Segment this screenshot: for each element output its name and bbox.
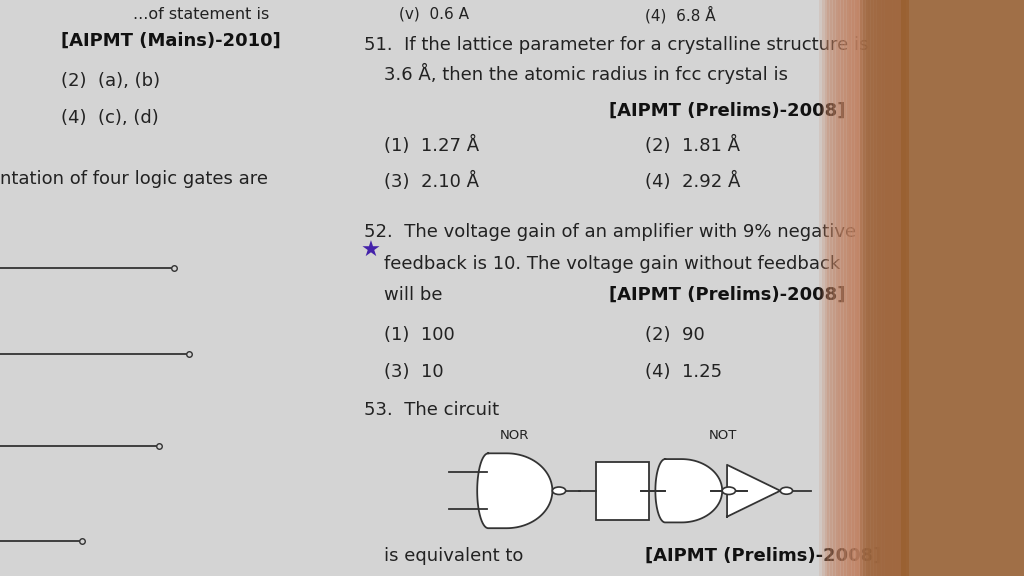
- Bar: [849, 0, 859, 576]
- Text: (2)  90: (2) 90: [645, 326, 705, 344]
- Bar: [863, 0, 873, 576]
- Bar: [882, 0, 892, 576]
- Text: (4)  6.8 Å: (4) 6.8 Å: [645, 6, 716, 23]
- Circle shape: [780, 487, 793, 494]
- Bar: [888, 0, 898, 576]
- Text: (2)  (a), (b): (2) (a), (b): [61, 71, 161, 90]
- Bar: [844, 0, 854, 576]
- Text: [AIPMT (Prelims)-2008]: [AIPMT (Prelims)-2008]: [645, 547, 882, 565]
- Text: feedback is 10. The voltage gain without feedback: feedback is 10. The voltage gain without…: [384, 255, 841, 273]
- Bar: [839, 0, 849, 576]
- Text: 52.  The voltage gain of an amplifier with 9% negative: 52. The voltage gain of an amplifier wit…: [364, 222, 856, 241]
- Text: (1)  100: (1) 100: [384, 326, 455, 344]
- Polygon shape: [655, 459, 722, 522]
- Bar: [865, 0, 876, 576]
- Bar: [857, 0, 867, 576]
- Bar: [901, 0, 1024, 576]
- Bar: [880, 0, 890, 576]
- Text: (4)  1.25: (4) 1.25: [645, 362, 722, 381]
- Text: (4)  (c), (d): (4) (c), (d): [61, 109, 159, 127]
- Bar: [868, 0, 879, 576]
- Text: ...of statement is: ...of statement is: [133, 7, 269, 22]
- Bar: [873, 0, 884, 576]
- Polygon shape: [727, 465, 780, 517]
- Bar: [833, 0, 843, 576]
- Text: [AIPMT (Prelims)-2008]: [AIPMT (Prelims)-2008]: [609, 101, 846, 120]
- Bar: [830, 0, 841, 576]
- Bar: [877, 0, 887, 576]
- Text: ntation of four logic gates are: ntation of four logic gates are: [0, 169, 268, 188]
- Text: [AIPMT (Mains)-2010]: [AIPMT (Mains)-2010]: [61, 31, 282, 50]
- Bar: [841, 0, 851, 576]
- Bar: [860, 0, 870, 576]
- Text: (2)  1.81 Å: (2) 1.81 Å: [645, 135, 740, 155]
- Bar: [819, 0, 829, 576]
- Text: 51.  If the lattice parameter for a crystalline structure is: 51. If the lattice parameter for a cryst…: [364, 36, 868, 54]
- Bar: [847, 0, 857, 576]
- Text: (v)  0.6 A: (v) 0.6 A: [399, 7, 469, 22]
- Text: NOR: NOR: [500, 429, 528, 442]
- Bar: [893, 0, 903, 576]
- Text: ★: ★: [360, 241, 381, 260]
- Text: (3)  10: (3) 10: [384, 362, 443, 381]
- Circle shape: [722, 487, 735, 494]
- Bar: [822, 0, 833, 576]
- Text: [AIPMT (Prelims)-2008]: [AIPMT (Prelims)-2008]: [609, 286, 846, 304]
- Text: (4)  2.92 Å: (4) 2.92 Å: [645, 172, 740, 191]
- Bar: [855, 0, 865, 576]
- Bar: [890, 0, 900, 576]
- Text: will be: will be: [384, 286, 442, 304]
- Bar: [852, 0, 862, 576]
- Text: is equivalent to: is equivalent to: [384, 547, 523, 565]
- Bar: [836, 0, 846, 576]
- Text: 3.6 Å, then the atomic radius in fcc crystal is: 3.6 Å, then the atomic radius in fcc cry…: [384, 63, 788, 84]
- Polygon shape: [477, 453, 552, 528]
- Text: (3)  2.10 Å: (3) 2.10 Å: [384, 172, 479, 191]
- Bar: [824, 0, 835, 576]
- Circle shape: [552, 487, 565, 494]
- Bar: [885, 0, 895, 576]
- Bar: [898, 0, 908, 576]
- Bar: [827, 0, 838, 576]
- Text: 53.  The circuit: 53. The circuit: [364, 401, 499, 419]
- Bar: [871, 0, 882, 576]
- Bar: [0, 0, 881, 576]
- Bar: [896, 0, 906, 576]
- Text: NOT: NOT: [709, 429, 737, 442]
- Bar: [596, 462, 649, 520]
- Text: (1)  1.27 Å: (1) 1.27 Å: [384, 135, 479, 155]
